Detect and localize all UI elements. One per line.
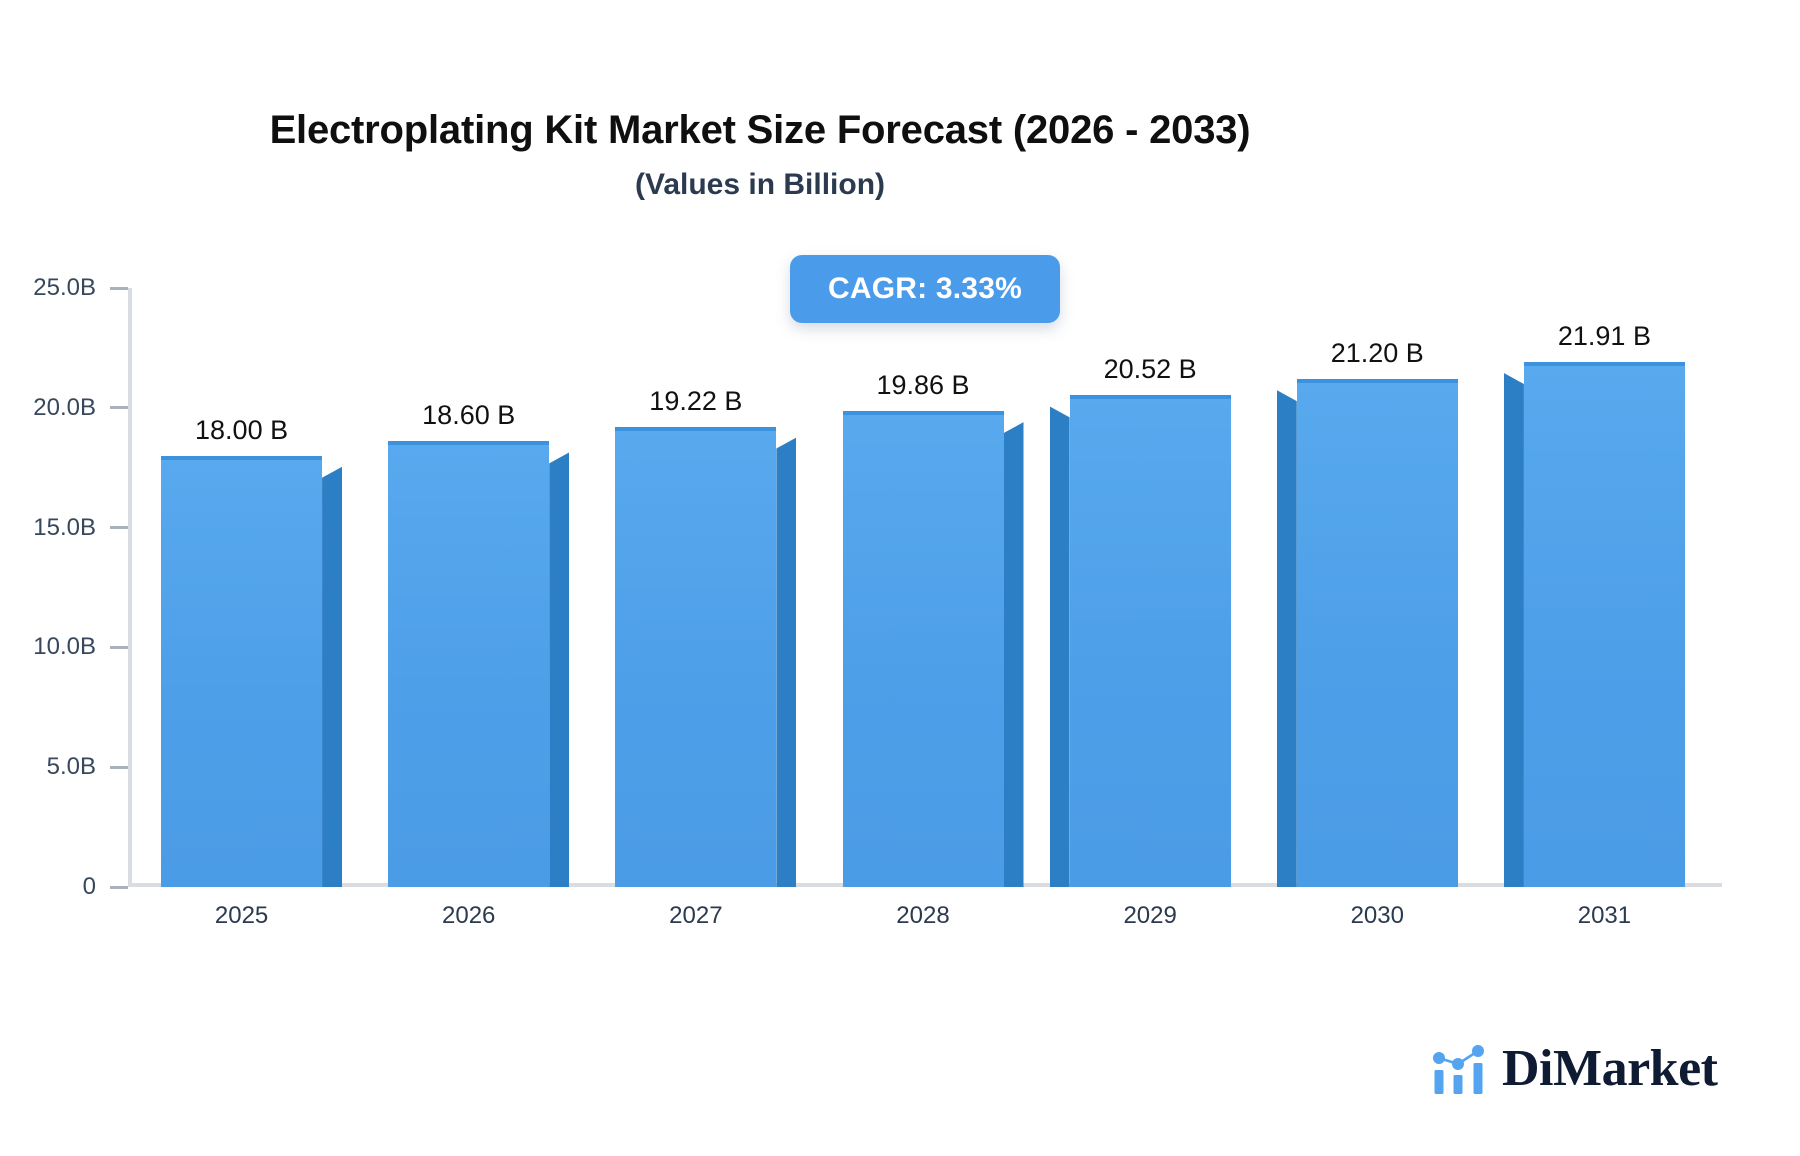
x-axis-tick-label: 2027 <box>669 902 723 929</box>
x-axis-tick-label: 2025 <box>214 902 269 929</box>
y-axis-tick-label: 25.0B <box>33 274 96 301</box>
y-axis-tick: 15.0B <box>0 514 128 542</box>
y-axis-tick-mark <box>110 406 128 410</box>
y-axis-tick: 0 <box>0 873 128 901</box>
bar-side-face <box>776 437 797 887</box>
bar-top-edge <box>1069 395 1231 400</box>
y-axis-line <box>128 288 132 887</box>
bar-top-edge <box>388 441 550 446</box>
y-axis-tick-label: 5.0B <box>46 753 96 781</box>
chart-title: Electroplating Kit Market Size Forecast … <box>269 108 1251 152</box>
y-axis-tick-label: 20.0B <box>33 393 96 421</box>
y-axis-tick-label: 15.0B <box>33 513 96 541</box>
bar-value-label: 21.20 B <box>1330 338 1424 369</box>
cagr-badge-label: CAGR: 3.33% <box>828 272 1022 305</box>
bar[interactable]: 21.20 B <box>1276 338 1458 887</box>
dimarket-wordmark: DiMarket <box>1502 1040 1718 1097</box>
x-axis-tick-label: 2029 <box>1123 902 1177 929</box>
bar-front-face <box>615 426 777 887</box>
x-axis-tick-label: 2030 <box>1350 902 1404 929</box>
y-axis-tick-label: 10.0B <box>33 633 96 661</box>
bar-side-face <box>1503 373 1524 887</box>
bar-chart-logo-icon <box>1433 1045 1484 1094</box>
bar-top-edge <box>842 411 1004 416</box>
y-axis-tick-label: 0 <box>82 873 96 900</box>
y-axis-tick: 25.0B <box>0 274 128 302</box>
chart-subtitle: (Values in Billion) <box>634 168 886 201</box>
bar[interactable]: 19.86 B <box>842 370 1024 887</box>
bar[interactable]: 20.52 B <box>1049 354 1231 887</box>
bar-side-face <box>1276 390 1297 887</box>
bar[interactable]: 19.22 B <box>615 386 797 887</box>
bar-front-face <box>388 441 550 887</box>
bar-value-label: 19.22 B <box>649 385 743 416</box>
y-axis-tick: 20.0B <box>0 394 128 422</box>
x-axis-tick-label: 2031 <box>1577 902 1632 929</box>
bar-front-face <box>1523 362 1685 887</box>
y-axis-tick: 10.0B <box>0 633 128 661</box>
x-axis-tick-label: 2028 <box>896 902 950 929</box>
dimarket-logo: DiMarket <box>1432 1040 1718 1097</box>
bar-front-face <box>161 455 323 887</box>
bar-front-face <box>842 411 1004 887</box>
bar-top-edge <box>1296 379 1458 384</box>
y-axis-tick-mark <box>110 765 128 769</box>
y-axis-tick-mark <box>110 645 128 649</box>
bar-top-edge <box>615 426 777 431</box>
y-axis-tick: 5.0B <box>0 753 128 781</box>
y-axis-tick-mark <box>110 286 128 290</box>
bar[interactable]: 21.91 B <box>1503 321 1685 887</box>
y-axis-tick-mark <box>110 885 128 889</box>
bar-top-edge <box>161 455 323 460</box>
bar-value-label: 18.00 B <box>195 414 289 445</box>
bar-side-face <box>549 452 570 887</box>
bar-front-face <box>1296 379 1458 887</box>
bar[interactable]: 18.60 B <box>388 400 570 887</box>
bar-front-face <box>1069 395 1231 887</box>
y-axis-tick-mark <box>110 526 128 530</box>
cagr-badge: CAGR: 3.33% <box>790 255 1060 323</box>
bar[interactable]: 18.00 B <box>161 415 343 887</box>
bar-side-face <box>1003 422 1024 887</box>
x-axis-tick-label: 2026 <box>442 902 496 929</box>
bar-value-label: 21.91 B <box>1557 321 1651 352</box>
bar-value-label: 18.60 B <box>422 400 516 431</box>
plot-area: 0 5.0B 10.0B 15.0B 20.0B 25.0B 18.00 B 18.60 B… <box>33 274 1718 900</box>
bar-value-label: 19.86 B <box>876 370 970 401</box>
bar-top-edge <box>1523 362 1685 367</box>
bar-side-face <box>1049 406 1070 887</box>
bar-side-face <box>322 466 343 887</box>
bar-value-label: 20.52 B <box>1103 354 1197 385</box>
